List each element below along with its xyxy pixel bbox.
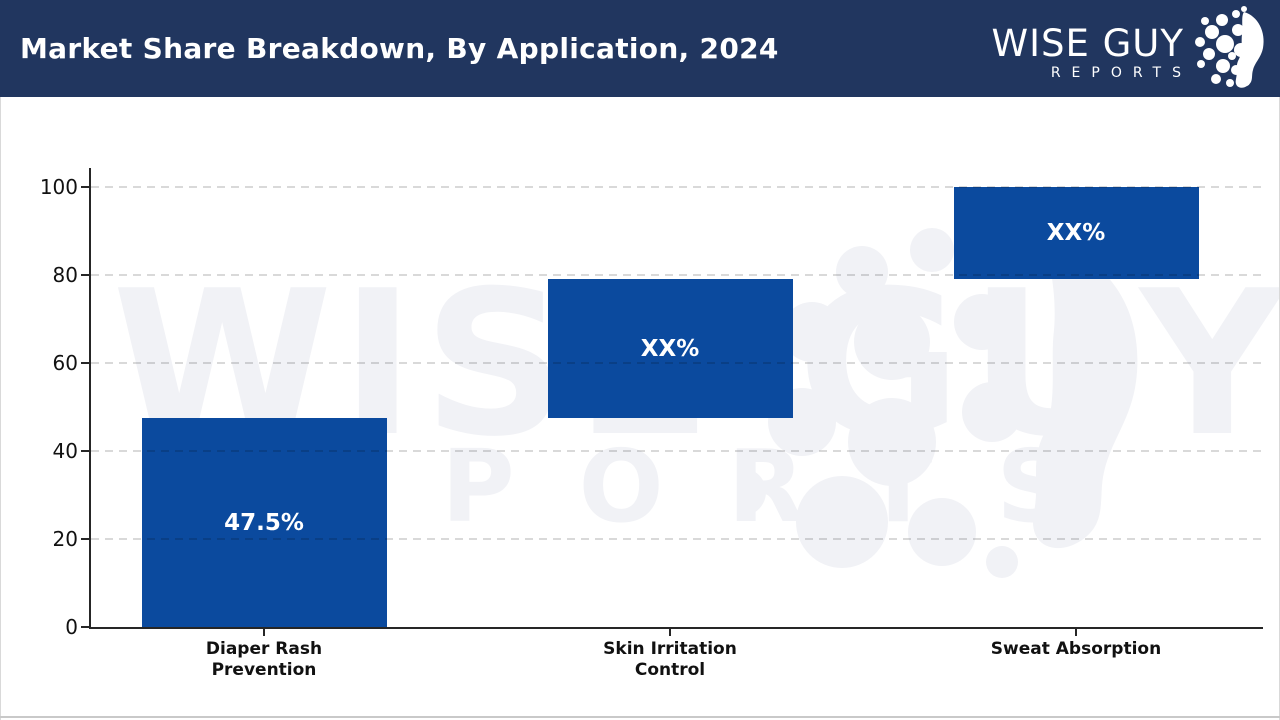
y-axis-tick	[81, 538, 90, 540]
x-category-label: Skin Irritation Control	[603, 639, 737, 680]
gridline	[91, 450, 1263, 452]
bar-value-label: XX%	[1046, 220, 1106, 247]
y-axis-tick	[81, 450, 90, 452]
y-axis-tick	[81, 274, 90, 276]
bar-value-label: XX%	[640, 335, 700, 362]
x-axis-tick	[669, 629, 671, 636]
page-border-bottom	[0, 716, 1280, 718]
header: Market Share Breakdown, By Application, …	[0, 0, 1280, 97]
logo-wordmark: WISE GUY	[991, 21, 1184, 65]
gridline	[91, 362, 1263, 364]
gridline	[91, 538, 1263, 540]
gridline	[91, 186, 1263, 188]
y-tick-label: 40	[52, 439, 78, 463]
x-category-label: Sweat Absorption	[990, 639, 1162, 659]
y-tick-label: 100	[39, 175, 78, 199]
gridline	[91, 274, 1263, 276]
bar-value-label: 47.5%	[224, 509, 304, 536]
chart-plot-area: 0 20 40 60 80 100 47.5% XX% XX% Diaper Rash Preven…	[0, 97, 1280, 720]
page-title: Market Share Breakdown, By Application, …	[20, 32, 779, 65]
page-border-left	[0, 97, 1, 720]
logo-text: WISE GUY REPORTS	[992, 16, 1184, 81]
y-axis-line	[89, 168, 91, 629]
y-tick-label: 80	[52, 263, 78, 287]
logo-face-icon	[1195, 6, 1264, 88]
x-axis-tick	[1075, 629, 1077, 636]
y-tick-label: 20	[52, 527, 78, 551]
y-axis-tick	[81, 626, 90, 628]
y-axis-tick	[81, 186, 90, 188]
bar-segment: XX%	[953, 187, 1199, 280]
y-axis-tick	[81, 362, 90, 364]
y-tick-label: 0	[65, 615, 78, 639]
bar-segment: XX%	[547, 279, 793, 418]
wise-guy-logo: WISE GUY REPORTS	[992, 6, 1266, 90]
x-axis-tick	[263, 629, 265, 636]
logo-subtitle: REPORTS	[1050, 64, 1192, 81]
bar-segment: 47.5%	[141, 418, 387, 627]
x-axis-line	[89, 627, 1263, 629]
x-category-label: Diaper Rash Prevention	[205, 639, 323, 680]
y-tick-label: 60	[52, 351, 78, 375]
